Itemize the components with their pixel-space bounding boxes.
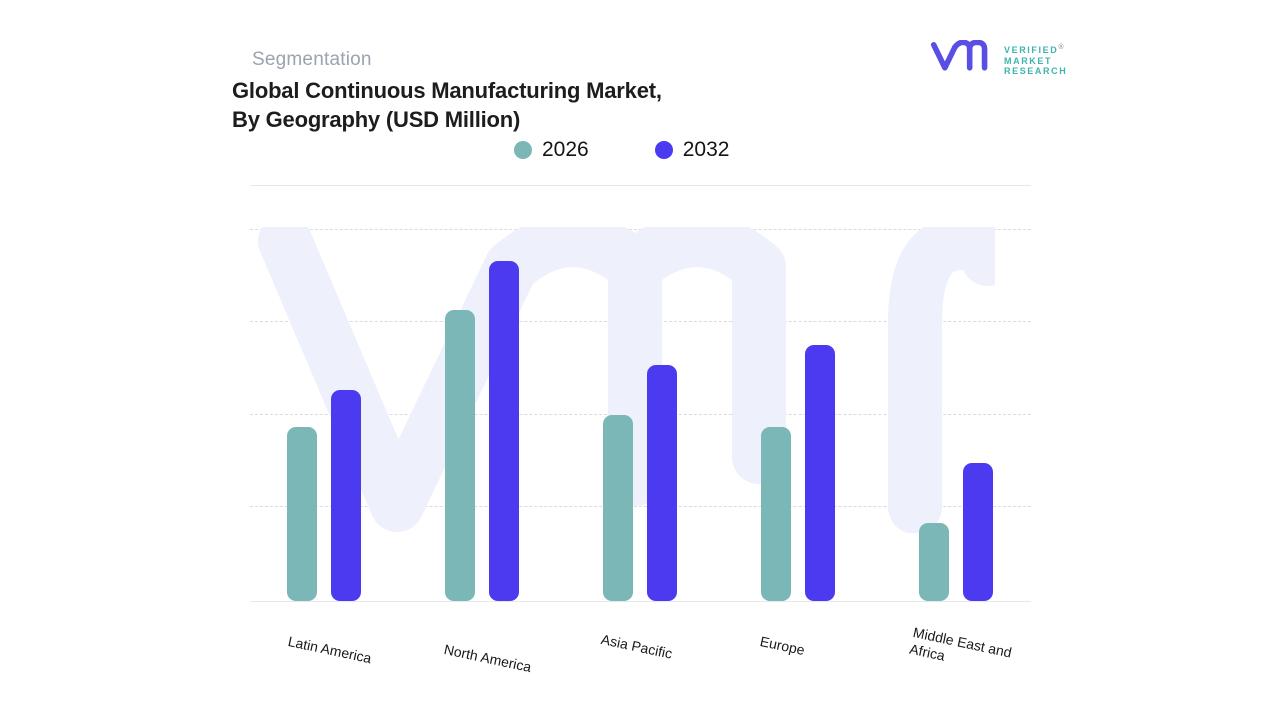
chart-title-line1: Global Continuous Manufacturing Market, (232, 78, 662, 103)
eyebrow-label: Segmentation (252, 49, 372, 70)
legend-item-2032: 2032 (654, 138, 730, 162)
bar-2026-north-america (445, 310, 475, 601)
category-label-asia-pacific: Asia Pacific (599, 631, 674, 662)
bar-2032-middle-east-and-africa (963, 463, 993, 601)
category-label-middle-east-and-africa: Middle East and Africa (908, 624, 1014, 664)
gridline (250, 229, 1031, 230)
registered-mark: ® (1058, 44, 1064, 51)
brand-line-research: RESEARCH (1004, 66, 1068, 77)
legend-label-2032: 2032 (682, 138, 730, 161)
legend-item-2026: 2026 (514, 138, 589, 162)
chart-title: Global Continuous Manufacturing Market, … (232, 76, 662, 134)
brand-logo: VERIFIED® MARKET RESEARCH (930, 40, 1067, 77)
legend-dot-2032-icon (654, 141, 673, 159)
legend-label-2026: 2026 (542, 138, 589, 161)
category-label-north-america: North America (442, 641, 533, 676)
bar-2032-latin-america (331, 390, 361, 601)
bar-2032-north-america (489, 261, 519, 601)
bar-2032-europe (805, 345, 835, 601)
brand-line-market: MARKET (1004, 55, 1053, 66)
gridline (250, 506, 1031, 507)
legend-dot-2026-icon (514, 141, 532, 159)
brand-line-verified: VERIFIED (1004, 45, 1059, 55)
category-label-latin-america: Latin America (286, 633, 373, 667)
bar-2026-latin-america (287, 427, 317, 601)
bar-2032-asia-pacific (647, 365, 677, 601)
bar-2026-asia-pacific (603, 415, 633, 601)
chart-legend: 2026 2032 (514, 138, 729, 162)
chart-title-line2: By Geography (USD Million) (232, 107, 521, 132)
bar-2026-middle-east-and-africa (919, 523, 949, 601)
chart-plot-area (250, 185, 1031, 602)
vmr-monogram-icon (930, 40, 988, 71)
brand-wordmark: VERIFIED® MARKET RESEARCH (1004, 40, 1067, 77)
category-label-europe: Europe (758, 633, 807, 659)
bar-2026-europe (761, 427, 791, 601)
